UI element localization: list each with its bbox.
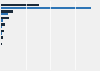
Bar [1,23,5,26]
Bar [1,19,3,22]
Bar [1,49,2,52]
Bar [1,10,13,13]
Bar [1,13,8,15]
Bar [1,43,2,45]
Bar [1,4,39,6]
Bar [1,36,3,39]
Bar [1,39,2,41]
Bar [1,30,4,32]
Bar [1,26,2,28]
Bar [1,17,8,19]
Bar [1,32,2,35]
Bar [1,7,92,9]
